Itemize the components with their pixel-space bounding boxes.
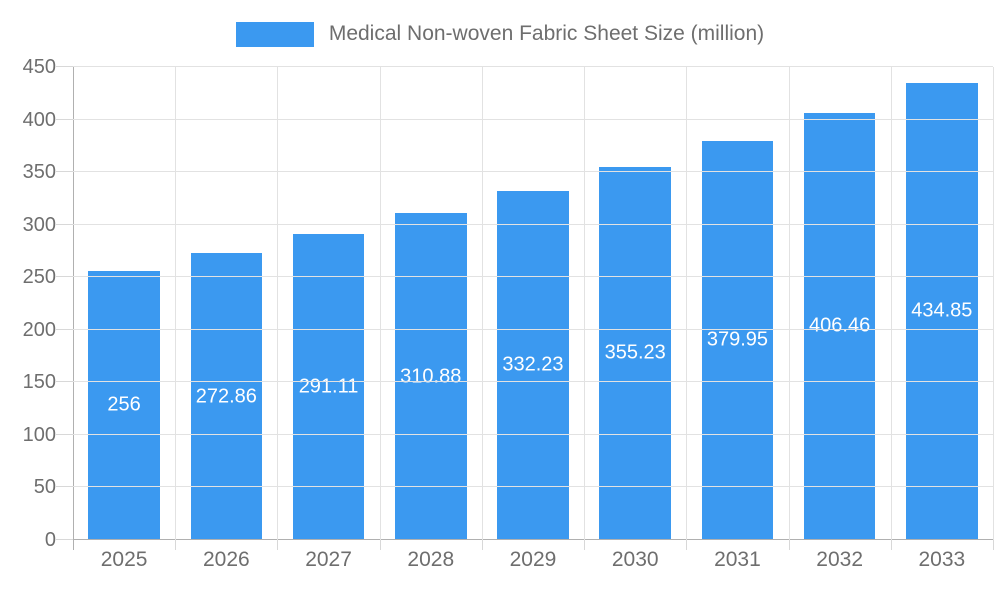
bar-2031[interactable]: 379.95 <box>701 140 774 540</box>
y-tick-mark <box>56 223 73 225</box>
x-axis-line <box>73 539 993 540</box>
legend: Medical Non-woven Fabric Sheet Size (mil… <box>0 14 1000 54</box>
y-tick-mark <box>56 66 73 67</box>
y-tick-label: 0 <box>44 529 56 551</box>
bar-value-label: 256 <box>107 393 141 416</box>
bar-2029[interactable]: 332.23 <box>497 190 569 540</box>
bar-value-label: 272.86 <box>195 385 257 408</box>
bar-value-label: 332.23 <box>502 353 564 376</box>
plot-area: 256 272.86 291.11 310.88 332.23 355.23 379.95 4… <box>73 66 994 550</box>
legend-item[interactable]: Medical Non-woven Fabric Sheet Size (mil… <box>235 21 765 47</box>
x-tick-mark <box>890 540 892 550</box>
v-gridline <box>788 67 790 540</box>
bar-cell: 355.23 <box>584 67 686 540</box>
x-tick-mark <box>686 540 688 550</box>
bar-2030[interactable]: 355.23 <box>599 166 671 540</box>
v-gridline <box>277 67 279 540</box>
bar-cell: 256 <box>73 67 175 540</box>
bar-cell: 310.88 <box>380 67 482 540</box>
bar-value-label: 379.95 <box>706 328 768 351</box>
v-gridline <box>686 67 688 540</box>
h-gridline <box>73 486 993 488</box>
legend-swatch <box>235 21 314 47</box>
x-tick-label-2032: 2032 <box>816 548 863 571</box>
bar-2032[interactable]: 406.46 <box>803 112 876 540</box>
x-tick-mark <box>788 540 790 550</box>
y-tick-mark <box>56 118 73 120</box>
bar-cell: 406.46 <box>789 67 891 540</box>
y-axis-line <box>73 67 74 550</box>
v-gridline <box>584 67 586 540</box>
x-tick-label-2028: 2028 <box>407 548 455 571</box>
x-tick-mark <box>481 540 483 550</box>
bar-cell: 434.85 <box>891 67 993 540</box>
bar-value-label: 434.85 <box>911 299 973 322</box>
bar-2025[interactable]: 256 <box>88 270 160 540</box>
h-gridline <box>73 66 993 67</box>
x-tick-mark <box>277 540 279 550</box>
x-tick-mark <box>379 540 381 550</box>
bar-cell: 272.86 <box>175 67 277 540</box>
y-tick-label: 450 <box>22 56 56 78</box>
bar-2033[interactable]: 434.85 <box>906 82 978 540</box>
h-gridline <box>73 433 993 435</box>
x-tick-label-2029: 2029 <box>509 548 557 571</box>
x-tick-label-2031: 2031 <box>714 548 761 571</box>
bars-row: 256 272.86 291.11 310.88 332.23 355.23 379.95 4… <box>73 67 993 540</box>
bar-value-label: 310.88 <box>400 365 462 388</box>
bar-cell: 379.95 <box>686 67 788 540</box>
bar-cell: 291.11 <box>277 67 379 540</box>
y-tick-mark <box>56 433 73 435</box>
bar-cell: 332.23 <box>482 67 584 540</box>
y-tick-mark <box>56 539 73 540</box>
y-tick-mark <box>56 276 73 278</box>
y-tick-label: 50 <box>33 476 56 499</box>
h-gridline <box>73 171 993 173</box>
legend-label: Medical Non-woven Fabric Sheet Size (mil… <box>328 22 765 45</box>
bar-value-label: 355.23 <box>604 341 666 364</box>
y-tick-mark <box>56 381 73 383</box>
x-tick-mark <box>993 540 994 550</box>
y-tick-mark <box>56 171 73 173</box>
x-tick-label-2027: 2027 <box>305 548 352 571</box>
v-gridline <box>890 67 892 540</box>
bar-value-label: 291.11 <box>298 375 359 398</box>
bar-2027[interactable]: 291.11 <box>292 234 365 540</box>
y-tick-label: 150 <box>22 371 56 394</box>
x-tick-label-2033: 2033 <box>918 548 966 571</box>
bar-value-label: 406.46 <box>809 314 871 337</box>
h-gridline <box>73 276 993 278</box>
h-gridline <box>73 223 993 225</box>
y-tick-label: 200 <box>22 318 56 341</box>
x-tick-label-2025: 2025 <box>100 548 148 571</box>
h-gridline <box>73 118 993 120</box>
y-tick-mark <box>56 328 73 330</box>
x-tick-mark <box>175 540 177 550</box>
y-tick-label: 250 <box>22 266 56 289</box>
v-gridline <box>175 67 177 540</box>
bar-2026[interactable]: 272.86 <box>190 253 263 540</box>
y-tick-label: 400 <box>22 108 56 131</box>
h-gridline <box>73 328 993 330</box>
y-tick-mark <box>56 486 73 488</box>
h-gridline <box>73 381 993 383</box>
x-axis-labels: 2025 2026 2027 2028 2029 2030 2031 2032 2033 <box>73 548 993 572</box>
bar-2028[interactable]: 310.88 <box>394 213 467 540</box>
y-tick-label: 350 <box>22 161 56 184</box>
v-gridline <box>379 67 381 540</box>
v-gridline <box>993 67 994 540</box>
x-tick-mark <box>584 540 586 550</box>
y-axis-labels: 0 50 100 150 200 250 300 350 400 450 <box>0 57 73 550</box>
y-tick-label: 100 <box>22 423 56 446</box>
v-gridline <box>481 67 483 540</box>
y-tick-label: 300 <box>22 213 56 236</box>
x-tick-label-2030: 2030 <box>611 548 659 571</box>
x-tick-label-2026: 2026 <box>202 548 250 571</box>
